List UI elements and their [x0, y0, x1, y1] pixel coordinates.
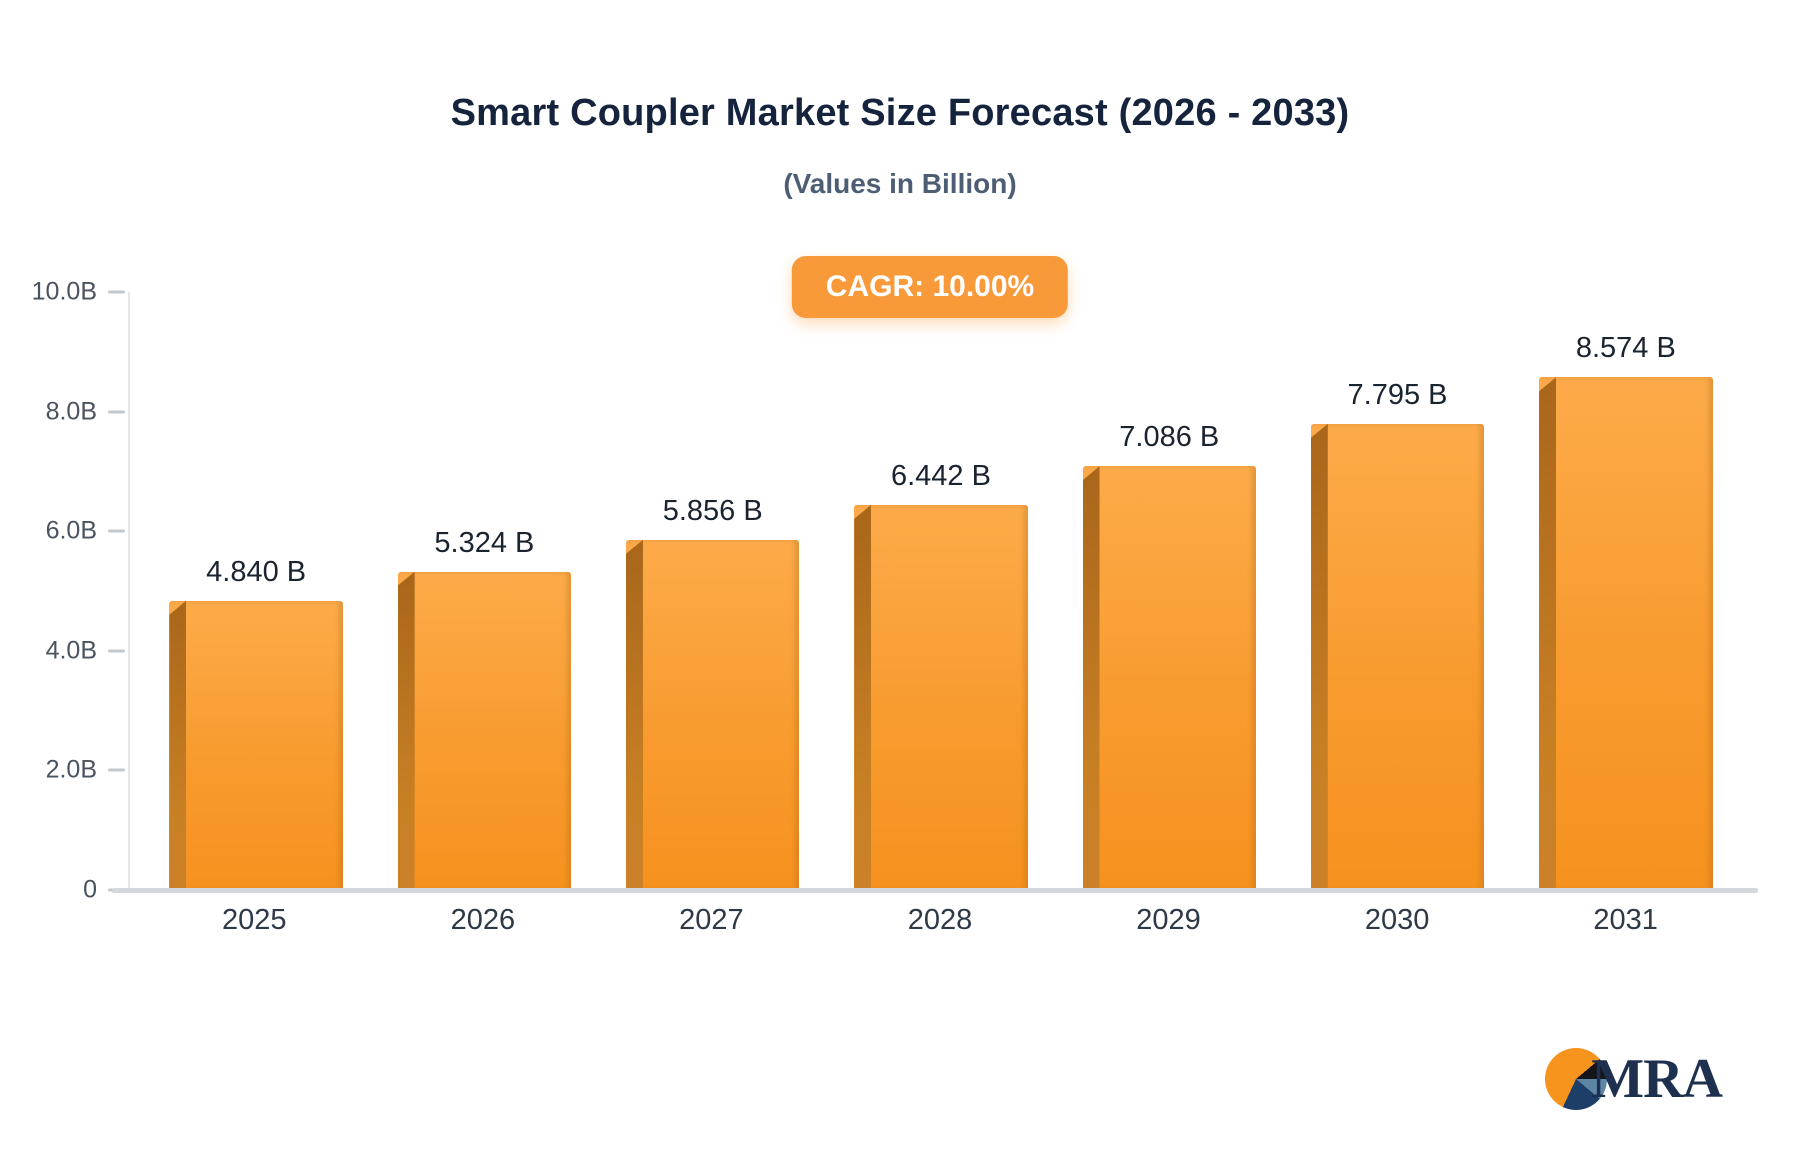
- bar-slot: 5.856 B: [599, 292, 827, 890]
- y-tick-mark: [108, 529, 125, 533]
- y-tick-mark: [108, 290, 125, 294]
- brand-logo: MRA: [1545, 1048, 1723, 1110]
- y-tick: 8.0B: [15, 397, 125, 426]
- y-axis: 10.0B 8.0B 6.0B 4.0B 2.0B 0: [15, 278, 125, 904]
- x-axis-label: 2029: [1136, 904, 1201, 936]
- bar-slot: 5.324 B: [370, 292, 598, 890]
- bar-value-label: 8.574 B: [1575, 332, 1676, 365]
- y-tick-label: 10.0B: [31, 277, 97, 306]
- y-tick-label: 8.0B: [45, 397, 97, 426]
- bar: [625, 539, 800, 890]
- cagr-badge: CAGR: 10.00%: [791, 256, 1069, 318]
- bar-chart: 10.0B 8.0B 6.0B 4.0B 2.0B 0 4.840 B 5.324 B 5.8…: [0, 278, 1800, 936]
- bar: [1310, 423, 1485, 890]
- bar-value-label: 7.795 B: [1347, 378, 1448, 411]
- bar-value-label: 7.086 B: [1119, 421, 1220, 454]
- bar-slot: 6.442 B: [827, 292, 1055, 890]
- pie-logo-icon: [1545, 1048, 1608, 1110]
- x-axis-label: 2031: [1593, 904, 1658, 936]
- chart-subtitle: (Values in Billion): [783, 168, 1017, 199]
- bar-value-label: 4.840 B: [206, 555, 307, 588]
- y-tick-label: 2.0B: [45, 755, 97, 784]
- bar-value-label: 6.442 B: [890, 459, 991, 492]
- y-tick: 2.0B: [15, 756, 125, 785]
- x-axis-label: 2027: [679, 904, 744, 936]
- y-tick-mark: [108, 768, 125, 772]
- bar-slot: 7.795 B: [1283, 292, 1511, 890]
- bar: [1539, 377, 1713, 890]
- plot-area: 4.840 B 5.324 B 5.856 B 6.442 B 7.086 B 7.795…: [128, 292, 1752, 890]
- y-tick-label: 4.0B: [45, 636, 97, 665]
- x-axis-label: 2030: [1364, 904, 1430, 936]
- y-tick: 4.0B: [15, 636, 125, 665]
- chart-title: Smart Coupler Market Size Forecast (2026…: [450, 92, 1350, 134]
- bar-slot: 4.840 B: [142, 292, 370, 890]
- x-axis-label: 2026: [450, 904, 516, 936]
- x-axis: 2025 2026 2027 2028 2029 2030 2031: [128, 904, 1752, 937]
- y-tick: 10.0B: [15, 278, 125, 307]
- y-tick: 6.0B: [15, 517, 125, 546]
- x-axis-label: 2028: [907, 904, 973, 936]
- y-tick-mark: [108, 649, 125, 653]
- bar: [397, 571, 572, 890]
- bar-value-label: 5.856 B: [662, 494, 763, 527]
- bar: [169, 600, 343, 890]
- bar-slot: 7.086 B: [1055, 292, 1283, 890]
- y-tick-label: 6.0B: [45, 516, 97, 545]
- bar-value-label: 5.324 B: [434, 526, 535, 559]
- y-tick-mark: [108, 410, 125, 414]
- brand-logo-text: MRA: [1591, 1048, 1723, 1110]
- x-axis-line: [112, 888, 1758, 893]
- bar: [854, 504, 1028, 890]
- bars: 4.840 B 5.324 B 5.856 B 6.442 B 7.086 B 7.795…: [130, 292, 1752, 890]
- bar: [1082, 466, 1256, 890]
- x-axis-label: 2025: [222, 904, 287, 936]
- bar-slot: 8.574 B: [1512, 292, 1740, 890]
- y-tick: 0: [15, 876, 125, 905]
- y-tick-label: 0: [83, 875, 97, 904]
